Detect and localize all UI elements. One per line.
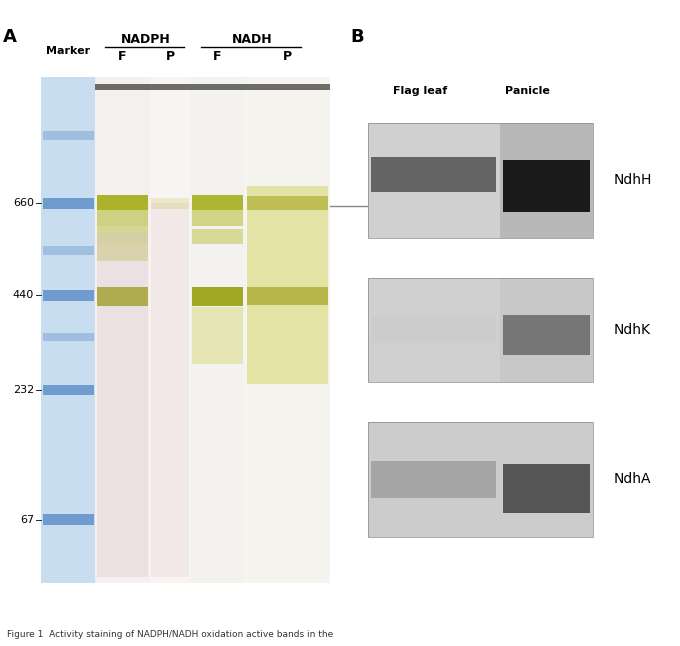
Text: 232: 232 xyxy=(13,385,34,395)
Bar xyxy=(150,77,190,583)
Bar xyxy=(368,422,500,537)
Text: Active supercomplex of NDH: Active supercomplex of NDH xyxy=(374,200,543,213)
Bar xyxy=(245,77,330,583)
Bar xyxy=(42,290,94,300)
Bar xyxy=(97,244,148,261)
Bar xyxy=(368,123,593,238)
Text: 440: 440 xyxy=(13,290,34,300)
Bar xyxy=(192,210,243,226)
Bar xyxy=(42,132,94,140)
Bar xyxy=(246,186,328,384)
Text: NdhH: NdhH xyxy=(614,173,653,187)
Bar xyxy=(503,464,590,513)
Bar xyxy=(151,203,189,577)
Text: A: A xyxy=(3,28,17,46)
Bar xyxy=(368,422,593,537)
Bar xyxy=(42,385,94,395)
Bar xyxy=(42,247,94,255)
Bar xyxy=(368,123,500,238)
Bar xyxy=(190,77,245,583)
Bar xyxy=(246,196,328,210)
Text: 67: 67 xyxy=(20,515,34,525)
Text: NADH: NADH xyxy=(232,33,273,46)
Text: F: F xyxy=(118,50,126,63)
Text: F: F xyxy=(214,50,222,63)
Bar xyxy=(95,84,330,90)
Bar xyxy=(192,195,243,210)
Bar xyxy=(97,195,148,210)
Bar xyxy=(500,278,593,382)
Text: NADPH: NADPH xyxy=(121,33,171,46)
Bar xyxy=(368,278,500,382)
Text: Marker: Marker xyxy=(46,46,90,56)
Bar xyxy=(368,278,593,382)
Bar xyxy=(151,198,189,209)
Bar xyxy=(97,232,148,577)
Bar xyxy=(500,123,593,238)
Bar xyxy=(42,198,94,209)
Text: Panicle: Panicle xyxy=(505,87,550,96)
Bar xyxy=(95,77,150,583)
Bar xyxy=(371,461,496,497)
Bar xyxy=(192,307,243,364)
Bar xyxy=(97,226,148,244)
Text: NdhK: NdhK xyxy=(614,323,651,337)
Bar xyxy=(42,514,94,525)
Text: B: B xyxy=(351,28,364,46)
Bar xyxy=(371,158,496,192)
Bar xyxy=(41,77,95,583)
Bar xyxy=(192,287,243,306)
Text: P: P xyxy=(283,50,292,63)
Bar xyxy=(503,160,590,212)
Text: NdhA: NdhA xyxy=(614,472,651,486)
Text: P: P xyxy=(165,50,175,63)
Bar xyxy=(42,333,94,341)
Bar xyxy=(246,287,328,304)
Bar xyxy=(97,209,148,226)
Text: Flag leaf: Flag leaf xyxy=(393,87,447,96)
Bar xyxy=(371,317,496,343)
Bar xyxy=(192,229,243,244)
Text: 660: 660 xyxy=(13,198,34,209)
Bar xyxy=(97,287,148,306)
Text: Figure 1  Activity staining of NADPH/NADH oxidation active bands in the: Figure 1 Activity staining of NADPH/NADH… xyxy=(7,630,333,639)
Bar xyxy=(503,315,590,355)
Bar xyxy=(500,422,593,537)
